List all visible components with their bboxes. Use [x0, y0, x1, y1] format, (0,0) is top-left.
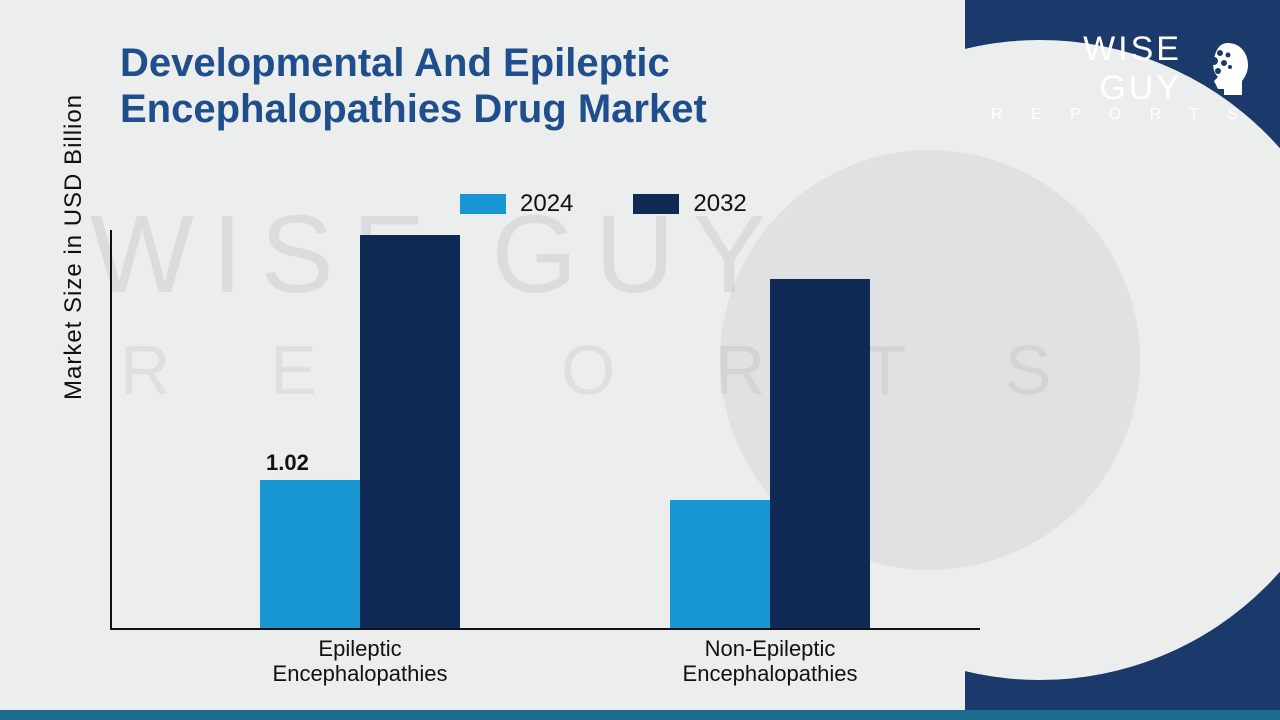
y-axis-label: Market Size in USD Billion — [60, 94, 88, 400]
chart-legend: 2024 2032 — [460, 190, 747, 218]
brand-logo-sub: R E P O R T S — [990, 106, 1250, 124]
bottom-accent-bar — [0, 710, 1280, 720]
chart-canvas: WISE GUY R E P O R T S Developmental And… — [0, 0, 1280, 720]
bar-1-2032 — [770, 279, 870, 628]
bar-0-2024 — [260, 480, 360, 628]
legend-label-2032: 2032 — [693, 190, 746, 218]
legend-label-2024: 2024 — [520, 190, 573, 218]
x-label-0: EpilepticEncephalopathies — [230, 636, 490, 687]
bar-0-2032 — [360, 235, 460, 628]
bar-1-2024 — [670, 500, 770, 628]
legend-swatch-2032 — [633, 194, 679, 214]
legend-swatch-2024 — [460, 194, 506, 214]
chart-title-text: Developmental And EpilepticEncephalopath… — [120, 41, 707, 131]
y-axis-line — [110, 230, 112, 630]
x-axis-line — [110, 628, 980, 630]
chart-plot-area: 1.02EpilepticEncephalopathiesNon-Epilept… — [110, 230, 980, 630]
brain-head-icon — [1190, 39, 1250, 99]
chart-title: Developmental And EpilepticEncephalopath… — [120, 40, 707, 132]
x-label-1: Non-EpilepticEncephalopathies — [640, 636, 900, 687]
bar-value-label-0-2024: 1.02 — [266, 450, 309, 476]
legend-item-2032: 2032 — [633, 190, 746, 218]
brand-logo-main-text: WISE GUY — [990, 30, 1182, 108]
brand-logo: WISE GUY R E P O R T S — [990, 30, 1250, 124]
brand-logo-main: WISE GUY — [990, 30, 1250, 108]
legend-item-2024: 2024 — [460, 190, 573, 218]
